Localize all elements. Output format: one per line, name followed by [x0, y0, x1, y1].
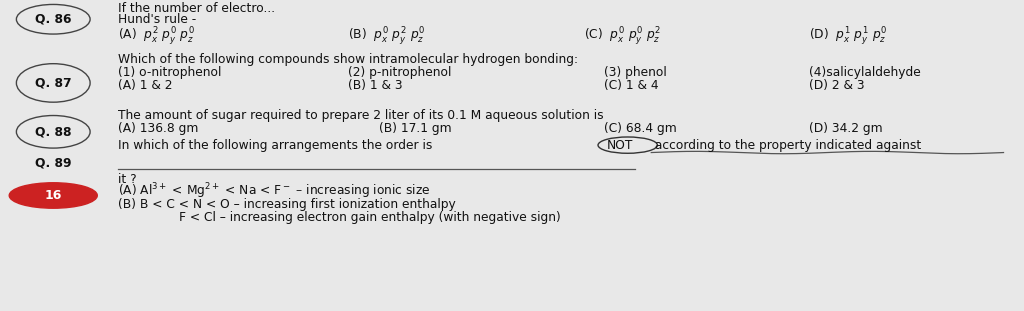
Text: (B)  $p_x^0\ p_y^2\ p_z^0$: (B) $p_x^0\ p_y^2\ p_z^0$ [348, 25, 425, 47]
Text: If the number of electro...: If the number of electro... [118, 2, 274, 15]
Text: Q. 89: Q. 89 [35, 157, 72, 170]
Text: (2) p-nitrophenol: (2) p-nitrophenol [348, 66, 452, 79]
Text: (A)  $p_x^2\ p_y^0\ p_z^0$: (A) $p_x^2\ p_y^0\ p_z^0$ [118, 25, 195, 47]
Text: Q. 87: Q. 87 [35, 77, 72, 90]
Text: Q. 86: Q. 86 [35, 13, 72, 26]
Circle shape [9, 183, 97, 208]
Text: (D)  $p_x^1\ p_y^1\ p_z^0$: (D) $p_x^1\ p_y^1\ p_z^0$ [809, 25, 887, 47]
Text: according to the property indicated against: according to the property indicated agai… [651, 139, 922, 152]
Text: (B) B < C < N < O – increasing first ionization enthalpy: (B) B < C < N < O – increasing first ion… [118, 198, 456, 211]
Text: Q. 88: Q. 88 [35, 125, 72, 138]
Text: Which of the following compounds show intramolecular hydrogen bonding:: Which of the following compounds show in… [118, 53, 578, 66]
Ellipse shape [16, 115, 90, 148]
Text: NOT: NOT [607, 139, 634, 152]
Text: F < Cl – increasing electron gain enthalpy (with negative sign): F < Cl – increasing electron gain enthal… [179, 211, 561, 224]
Text: (D) 34.2 gm: (D) 34.2 gm [809, 122, 883, 135]
Ellipse shape [16, 4, 90, 34]
Text: (D) 2 & 3: (D) 2 & 3 [809, 79, 864, 92]
Text: The amount of sugar required to prepare 2 liter of its 0.1 M aqueous solution is: The amount of sugar required to prepare … [118, 109, 603, 122]
Ellipse shape [16, 64, 90, 102]
Text: (A) 136.8 gm: (A) 136.8 gm [118, 122, 198, 135]
Text: Hund's rule -: Hund's rule - [118, 13, 196, 26]
Text: (3) phenol: (3) phenol [604, 66, 667, 79]
Text: (A) 1 & 2: (A) 1 & 2 [118, 79, 172, 92]
Text: (4)salicylaldehyde: (4)salicylaldehyde [809, 66, 921, 79]
Text: (B) 1 & 3: (B) 1 & 3 [348, 79, 402, 92]
Text: In which of the following arrangements the order is: In which of the following arrangements t… [118, 139, 436, 152]
Text: 16: 16 [45, 189, 61, 202]
Text: (B) 17.1 gm: (B) 17.1 gm [379, 122, 452, 135]
Text: (C)  $p_x^0\ p_y^0\ p_z^2$: (C) $p_x^0\ p_y^0\ p_z^2$ [584, 25, 660, 47]
Text: (A) Al$^{3+}$ < Mg$^{2+}$ < Na < F$^-$ – increasing ionic size: (A) Al$^{3+}$ < Mg$^{2+}$ < Na < F$^-$ –… [118, 181, 430, 201]
Text: (1) o-nitrophenol: (1) o-nitrophenol [118, 66, 221, 79]
Text: (C) 68.4 gm: (C) 68.4 gm [604, 122, 677, 135]
Text: (C) 1 & 4: (C) 1 & 4 [604, 79, 658, 92]
Ellipse shape [598, 137, 657, 153]
Text: it ?: it ? [118, 173, 136, 186]
